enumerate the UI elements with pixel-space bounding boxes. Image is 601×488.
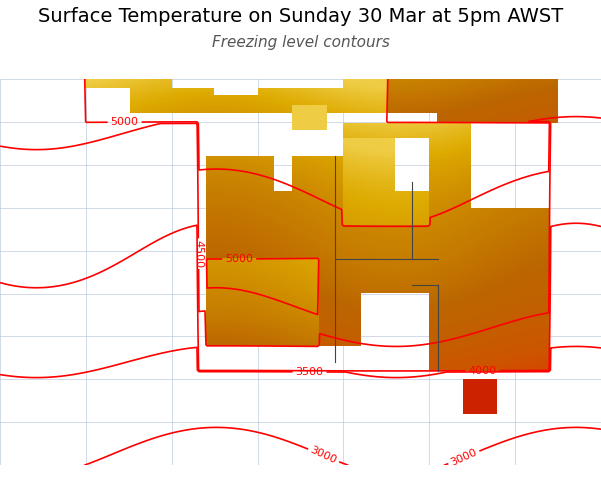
Text: Freezing level contours: Freezing level contours (212, 35, 389, 50)
Text: 3500: 3500 (296, 367, 323, 377)
Text: 3000: 3000 (449, 447, 479, 468)
Text: 4500: 4500 (194, 240, 204, 268)
Text: 5000: 5000 (225, 254, 253, 264)
Text: 3000: 3000 (309, 445, 338, 466)
Text: 4000: 4000 (468, 366, 496, 376)
Text: Surface Temperature on Sunday 30 Mar at 5pm AWST: Surface Temperature on Sunday 30 Mar at … (38, 7, 563, 26)
Text: 5000: 5000 (111, 117, 139, 127)
